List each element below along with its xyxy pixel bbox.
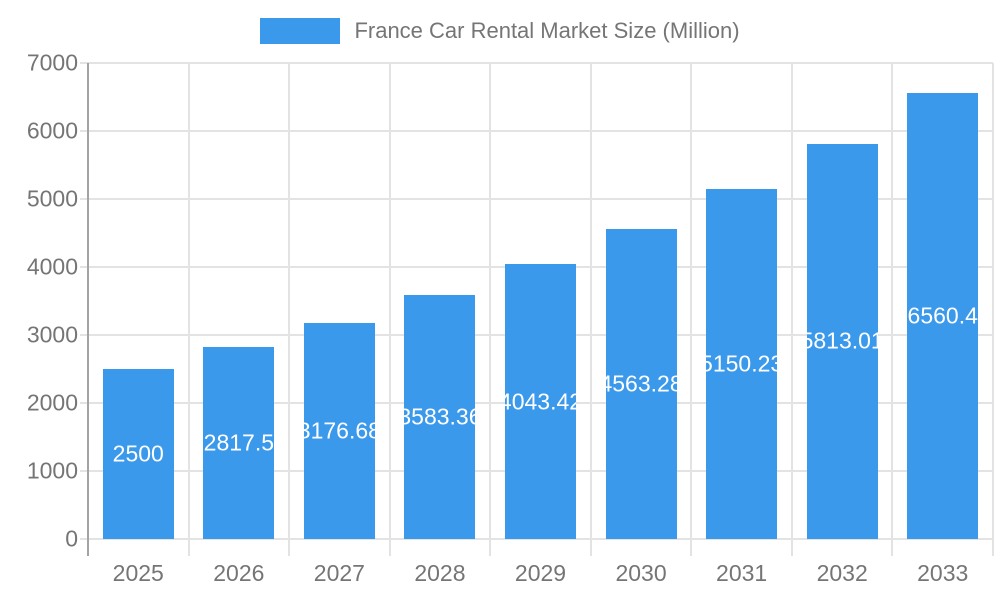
x-axis-tick-label: 2029 — [514, 560, 567, 586]
y-axis-tick-label: 1000 — [26, 457, 78, 484]
x-gridline — [690, 63, 693, 556]
bar[interactable]: 3583.36 — [404, 295, 476, 539]
bar[interactable]: 2817.5 — [203, 347, 275, 539]
y-gridline — [80, 198, 993, 200]
bar-value-label: 5150.23 — [706, 350, 778, 377]
chart-title: France Car Rental Market Size (Million) — [354, 18, 740, 43]
bar-value-label: 3176.68 — [303, 417, 375, 444]
bar[interactable]: 6560.4 — [907, 92, 979, 539]
y-axis-tick-label: 0 — [65, 525, 78, 552]
y-axis-tick-label: 2000 — [26, 389, 78, 416]
y-axis-line — [87, 63, 89, 556]
bar[interactable]: 5150.23 — [706, 188, 778, 539]
y-axis-tick-label: 6000 — [26, 117, 78, 144]
x-gridline — [288, 63, 291, 556]
chart-legend[interactable]: France Car Rental Market Size (Million) — [0, 18, 1000, 44]
x-axis-tick-label: 2031 — [716, 560, 768, 586]
x-gridline — [790, 63, 793, 556]
x-axis-tick-label: 2026 — [213, 560, 265, 586]
y-axis-tick-label: 5000 — [26, 185, 78, 212]
x-axis-tick-label: 2032 — [816, 560, 868, 586]
bar-value-label: 4563.28 — [605, 370, 677, 397]
bar-value-label: 4043.42 — [505, 388, 576, 415]
y-gridline — [80, 538, 993, 540]
y-gridline — [80, 62, 993, 64]
y-gridline — [80, 130, 993, 132]
x-gridline — [187, 63, 190, 556]
y-axis-tick-label: 3000 — [26, 321, 78, 348]
bar-value-label: 6560.4 — [907, 302, 978, 329]
legend-swatch[interactable] — [260, 18, 341, 44]
x-axis-tick-label: 2025 — [112, 560, 164, 586]
bar[interactable]: 5813.01 — [806, 143, 878, 539]
bar-value-label: 3583.36 — [404, 403, 476, 430]
bar[interactable]: 4563.28 — [605, 228, 677, 539]
x-axis-tick-label: 2028 — [414, 560, 466, 586]
y-axis-tick-label: 4000 — [26, 253, 78, 280]
bar[interactable]: 4043.42 — [505, 264, 576, 539]
x-gridline — [992, 63, 994, 556]
bar-value-label: 5813.01 — [806, 327, 878, 354]
x-gridline — [891, 63, 894, 556]
bar-value-label: 2500 — [112, 440, 164, 467]
bar[interactable]: 2500 — [102, 369, 174, 539]
bar[interactable]: 3176.68 — [303, 322, 375, 539]
x-axis-tick-label: 2033 — [917, 560, 969, 586]
x-gridline — [589, 63, 592, 556]
y-axis-tick-label: 7000 — [26, 49, 78, 76]
x-axis-tick-label: 2027 — [313, 560, 365, 586]
x-axis-tick-label: 2030 — [615, 560, 667, 586]
x-gridline — [489, 63, 492, 556]
x-gridline — [388, 63, 391, 556]
bar-value-label: 2817.5 — [203, 429, 275, 456]
